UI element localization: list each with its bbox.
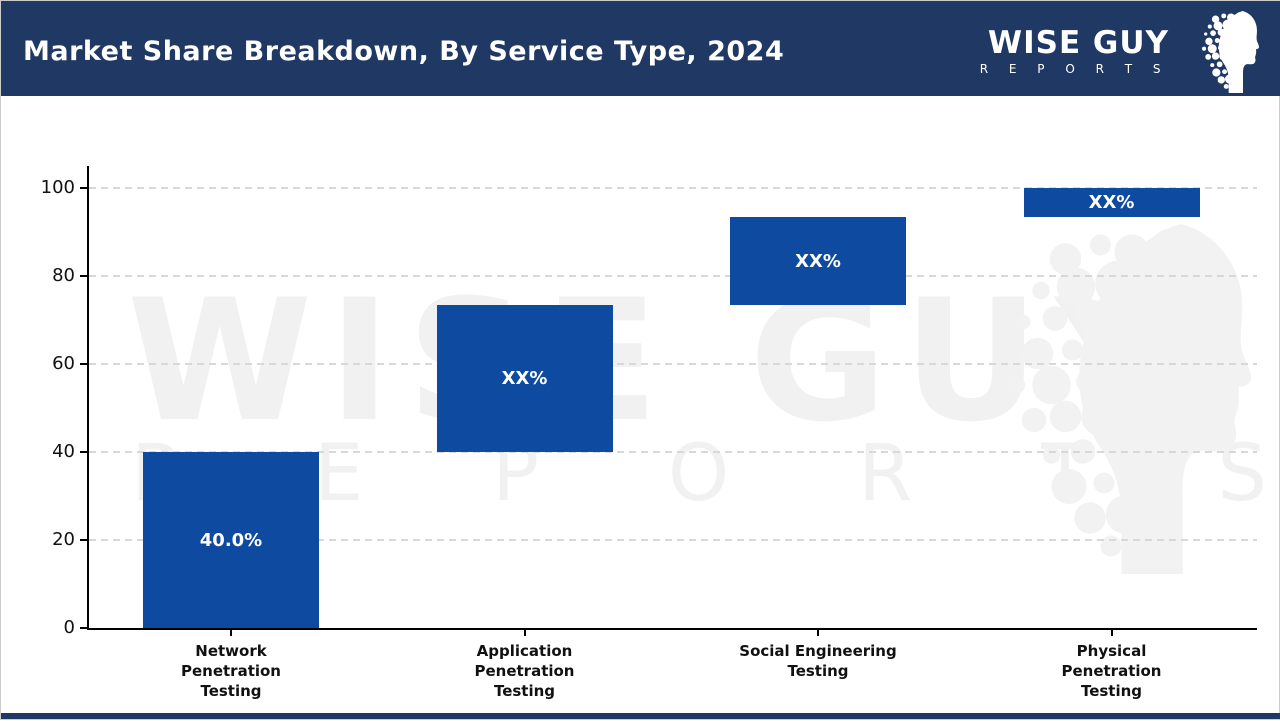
bar-segment: XX%: [730, 217, 906, 306]
gridline: [89, 363, 1257, 365]
y-tick-mark: [80, 187, 87, 189]
x-axis-label-line: Penetration: [180, 662, 281, 680]
watermark-wordmark: WISE GUY: [127, 263, 1194, 459]
logo-subtext: R E P O R T S: [979, 62, 1169, 76]
chart-title: Market Share Breakdown, By Service Type,…: [23, 36, 785, 67]
bar-value-label: XX%: [1088, 192, 1135, 214]
brand-logo: WISE GUY R E P O R T S: [980, 10, 1259, 94]
gridline: [89, 275, 1257, 277]
bar-value-label: 40.0%: [199, 529, 263, 551]
y-tick-label: 0: [63, 617, 75, 638]
x-axis-label-line: Testing: [200, 682, 262, 700]
x-axis-label-line: Social Engineering: [739, 642, 897, 660]
x-tick-mark: [817, 630, 819, 636]
y-tick-label: 60: [52, 353, 75, 374]
y-tick-label: 40: [52, 441, 75, 462]
footer-bar: [1, 713, 1280, 719]
x-axis-label: Network Penetration Testing: [116, 641, 346, 701]
x-axis-label-line: Network: [195, 642, 267, 660]
x-axis-label-line: Penetration: [1061, 662, 1162, 680]
x-axis-label: Social Engineering Testing: [703, 641, 933, 681]
bar-segment: 40.0%: [143, 452, 319, 628]
y-tick-mark: [80, 363, 87, 365]
gridline: [89, 539, 1257, 541]
x-axis-label-line: Physical: [1076, 642, 1147, 660]
y-tick-mark: [80, 539, 87, 541]
x-tick-mark: [230, 630, 232, 636]
y-tick-mark: [80, 275, 87, 277]
x-axis-label-line: Testing: [787, 662, 849, 680]
x-axis-label-line: Testing: [1080, 682, 1143, 700]
bar-value-label: XX%: [501, 368, 548, 390]
x-axis-label-line: Application: [476, 642, 573, 660]
brand-logo-text: WISE GUY R E P O R T S: [979, 25, 1169, 76]
x-tick-mark: [1110, 630, 1113, 636]
x-tick-mark: [523, 630, 526, 636]
x-axis-line: [87, 628, 1257, 630]
x-axis-label-line: Penetration: [474, 662, 575, 680]
bar-segment: XX%: [436, 305, 613, 452]
x-axis-label: Application Penetration Testing: [410, 641, 640, 701]
gridline: [89, 451, 1257, 453]
x-axis-label: Physical Penetration Testing: [997, 641, 1227, 701]
gridline: [89, 187, 1257, 189]
header-banner: Market Share Breakdown, By Service Type,…: [1, 1, 1280, 96]
y-axis-line: [87, 166, 89, 630]
y-tick-mark: [80, 451, 87, 453]
logo-wordmark: WISE GUY: [987, 25, 1169, 61]
y-tick-label: 100: [40, 177, 75, 198]
y-tick-label: 80: [52, 265, 75, 286]
y-tick-mark: [80, 627, 87, 629]
bar-value-label: XX%: [795, 250, 841, 272]
bar-segment: XX%: [1023, 188, 1200, 218]
x-axis-label-line: Testing: [493, 682, 556, 700]
y-tick-label: 20: [52, 529, 75, 550]
